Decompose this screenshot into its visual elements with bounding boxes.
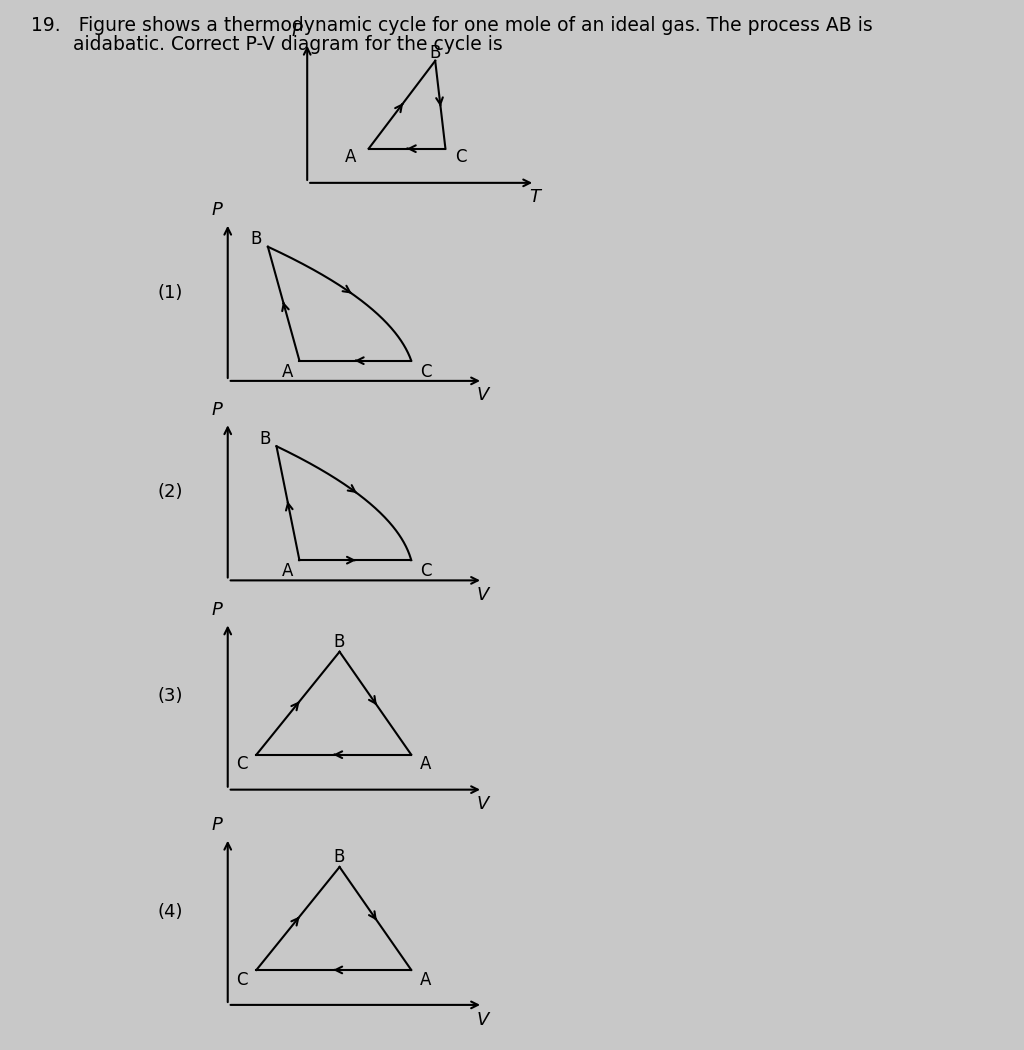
Text: B: B — [259, 429, 270, 448]
Text: V: V — [476, 1011, 488, 1029]
Text: P: P — [291, 22, 302, 40]
Text: T: T — [529, 188, 541, 206]
Text: A: A — [345, 148, 356, 166]
Text: C: C — [237, 970, 248, 989]
Text: P: P — [211, 816, 222, 834]
Text: 19.   Figure shows a thermodynamic cycle for one mole of an ideal gas. The proce: 19. Figure shows a thermodynamic cycle f… — [31, 16, 872, 35]
Text: aidabatic. Correct P-V diagram for the cycle is: aidabatic. Correct P-V diagram for the c… — [31, 35, 503, 54]
Text: A: A — [420, 755, 431, 774]
Text: (1): (1) — [158, 284, 183, 301]
Text: (3): (3) — [158, 688, 183, 706]
Text: V: V — [476, 586, 488, 604]
Text: (4): (4) — [158, 903, 183, 921]
Text: C: C — [420, 362, 431, 381]
Text: C: C — [455, 148, 467, 166]
Text: B: B — [429, 44, 441, 62]
Text: V: V — [476, 796, 488, 814]
Text: B: B — [251, 230, 262, 249]
Text: P: P — [211, 202, 222, 219]
Text: C: C — [420, 562, 431, 581]
Text: A: A — [283, 562, 294, 581]
Text: (2): (2) — [158, 483, 183, 501]
Text: P: P — [211, 401, 222, 419]
Text: V: V — [476, 386, 488, 404]
Text: A: A — [420, 970, 431, 989]
Text: P: P — [211, 601, 222, 618]
Text: A: A — [283, 362, 294, 381]
Text: B: B — [334, 633, 345, 651]
Text: B: B — [334, 848, 345, 866]
Text: C: C — [237, 755, 248, 774]
